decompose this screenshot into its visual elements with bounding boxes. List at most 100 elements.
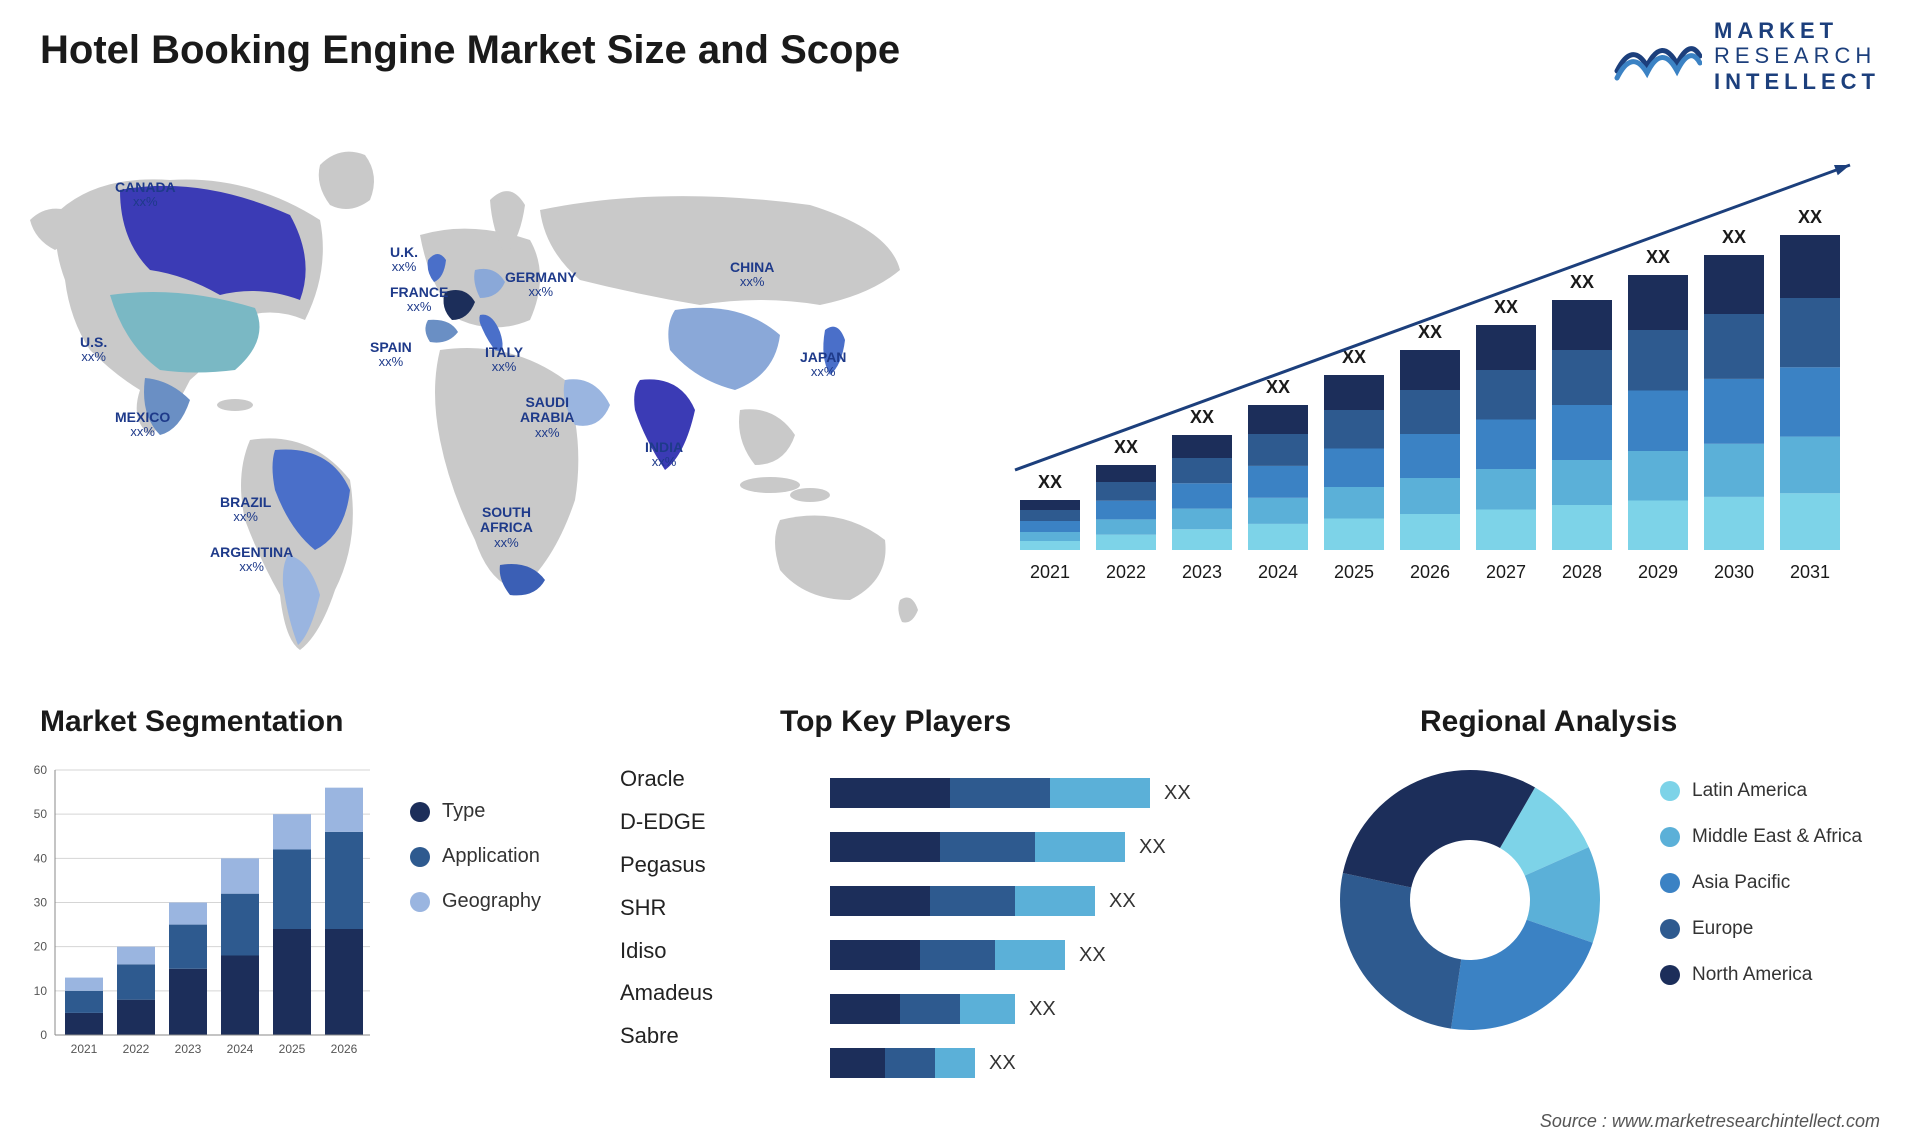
svg-text:XX: XX (1798, 207, 1822, 227)
legend-swatch (410, 892, 430, 912)
player-bar (830, 940, 1065, 970)
player-bar-segment (885, 1048, 935, 1078)
map-label-china: CHINAxx% (730, 260, 774, 290)
svg-text:2030: 2030 (1714, 562, 1754, 582)
player-bar-segment (920, 940, 995, 970)
legend-label: Type (442, 800, 485, 823)
player-d-edge: D-EDGE (620, 801, 713, 844)
svg-text:2022: 2022 (123, 1042, 150, 1056)
map-label-canada: CANADAxx% (115, 180, 176, 210)
logo-text: MARKET RESEARCH INTELLECT (1714, 18, 1880, 94)
map-label-japan: JAPANxx% (800, 350, 846, 380)
growth-chart: XX2021XX2022XX2023XX2024XX2025XX2026XX20… (1000, 130, 1880, 620)
svg-text:XX: XX (1038, 472, 1062, 492)
svg-text:XX: XX (1494, 297, 1518, 317)
page-title: Hotel Booking Engine Market Size and Sco… (40, 28, 900, 73)
map-label-mexico: MEXICOxx% (115, 410, 170, 440)
legend-label: Geography (442, 890, 541, 913)
map-label-south-africa: SOUTHAFRICAxx% (480, 505, 533, 550)
svg-text:2026: 2026 (1410, 562, 1450, 582)
map-label-saudi-arabia: SAUDIARABIAxx% (520, 395, 574, 440)
player-bar (830, 886, 1095, 916)
region-legend-asia-pacific: Asia Pacific (1660, 872, 1862, 894)
svg-text:0: 0 (40, 1028, 47, 1042)
region-legend-north-america: North America (1660, 964, 1862, 986)
svg-text:2021: 2021 (1030, 562, 1070, 582)
player-bar-label: XX (1109, 890, 1136, 913)
player-sabre: Sabre (620, 1015, 713, 1058)
player-bar-segment (995, 940, 1065, 970)
legend-swatch (1660, 919, 1680, 939)
player-bar-label: XX (1164, 782, 1191, 805)
legend-swatch (1660, 873, 1680, 893)
legend-label: Asia Pacific (1692, 872, 1790, 894)
segmentation-block: 0102030405060202120222023202420252026 Ty… (20, 760, 580, 1070)
map-label-india: INDIAxx% (645, 440, 683, 470)
players-title: Top Key Players (780, 705, 1011, 739)
svg-text:2021: 2021 (71, 1042, 98, 1056)
regional-block: Latin AmericaMiddle East & AfricaAsia Pa… (1330, 760, 1862, 1040)
legend-label: North America (1692, 964, 1812, 986)
seg-legend-application: Application (410, 845, 541, 868)
legend-swatch (410, 847, 430, 867)
logo: MARKET RESEARCH INTELLECT (1612, 18, 1880, 94)
players-bars: XXXXXXXXXXXX (830, 770, 1300, 1070)
legend-swatch (1660, 781, 1680, 801)
donut-legend: Latin AmericaMiddle East & AfricaAsia Pa… (1660, 760, 1862, 1040)
svg-text:XX: XX (1266, 377, 1290, 397)
svg-text:2023: 2023 (1182, 562, 1222, 582)
player-bar-segment (830, 778, 950, 808)
region-legend-europe: Europe (1660, 918, 1862, 940)
svg-text:60: 60 (34, 763, 48, 777)
source-attribution: Source : www.marketresearchintellect.com (1540, 1111, 1880, 1132)
svg-text:XX: XX (1190, 407, 1214, 427)
regional-title: Regional Analysis (1420, 705, 1677, 739)
seg-legend-geography: Geography (410, 890, 541, 913)
player-bar-label: XX (1079, 944, 1106, 967)
legend-label: Latin America (1692, 780, 1807, 802)
player-bar-segment (1015, 886, 1095, 916)
svg-text:2026: 2026 (331, 1042, 358, 1056)
player-shr: SHR (620, 887, 713, 930)
player-bar-segment (830, 832, 940, 862)
player-bar-label: XX (1139, 836, 1166, 859)
player-bar-segment (960, 994, 1015, 1024)
player-bar-row: XX (830, 878, 1300, 924)
legend-label: Europe (1692, 918, 1753, 940)
player-bar (830, 1048, 975, 1078)
player-bar (830, 994, 1015, 1024)
map-label-brazil: BRAZILxx% (220, 495, 271, 525)
player-bar-row: XX (830, 1040, 1300, 1086)
player-bar-segment (935, 1048, 975, 1078)
player-bar-label: XX (989, 1052, 1016, 1075)
player-bar-segment (1050, 778, 1150, 808)
svg-text:XX: XX (1570, 272, 1594, 292)
svg-text:2025: 2025 (279, 1042, 306, 1056)
map-label-france: FRANCExx% (390, 285, 448, 315)
svg-text:2024: 2024 (227, 1042, 254, 1056)
map-label-spain: SPAINxx% (370, 340, 412, 370)
svg-text:2024: 2024 (1258, 562, 1298, 582)
segmentation-chart: 0102030405060202120222023202420252026 (20, 760, 380, 1070)
svg-text:XX: XX (1646, 247, 1670, 267)
legend-swatch (1660, 827, 1680, 847)
svg-text:2023: 2023 (175, 1042, 202, 1056)
world-map: CANADAxx% U.S.xx% MEXICOxx% BRAZILxx% ARGENT… (20, 120, 940, 660)
map-label-argentina: ARGENTINAxx% (210, 545, 293, 575)
legend-swatch (410, 802, 430, 822)
player-bar-segment (830, 886, 930, 916)
legend-label: Application (442, 845, 540, 868)
map-label-germany: GERMANYxx% (505, 270, 577, 300)
player-bar-segment (930, 886, 1015, 916)
map-label-u-s-: U.S.xx% (80, 335, 107, 365)
logo-wave-icon (1612, 26, 1702, 86)
svg-text:2028: 2028 (1562, 562, 1602, 582)
svg-text:2025: 2025 (1334, 562, 1374, 582)
player-bar-row: XX (830, 770, 1300, 816)
player-bar-segment (950, 778, 1050, 808)
svg-text:XX: XX (1722, 227, 1746, 247)
map-label-italy: ITALYxx% (485, 345, 523, 375)
legend-swatch (1660, 965, 1680, 985)
growth-chart-svg: XX2021XX2022XX2023XX2024XX2025XX2026XX20… (1000, 130, 1880, 620)
player-oracle: Oracle (620, 758, 713, 801)
